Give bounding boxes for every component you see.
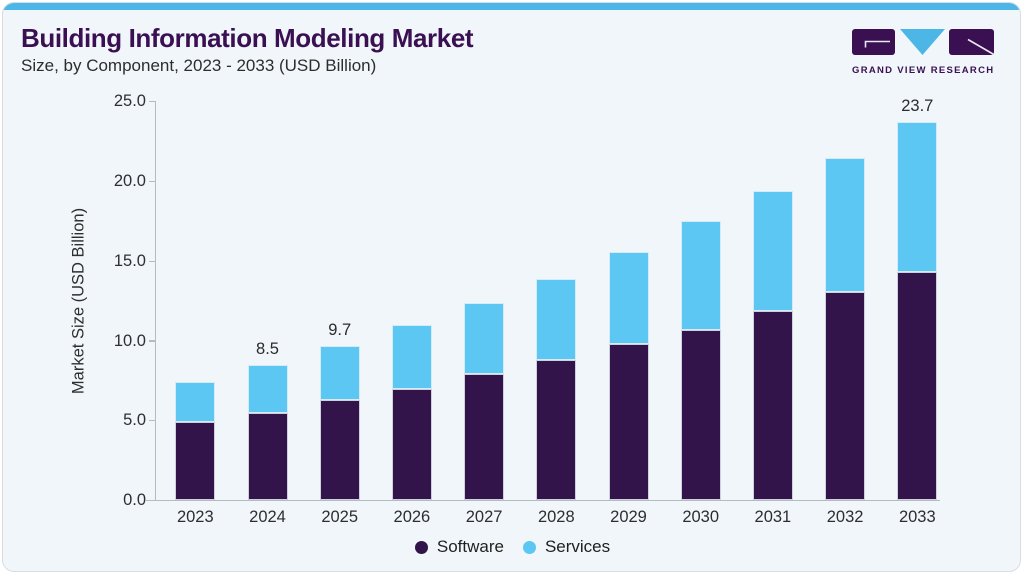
- bar-services-2033: [897, 122, 938, 273]
- bar-software-2031: [752, 310, 793, 501]
- bar-services-2032: [825, 157, 866, 292]
- value-label-2024: 8.5: [256, 339, 279, 358]
- y-tick-label: 15.0: [113, 251, 146, 270]
- y-tick-label: 20.0: [113, 172, 146, 190]
- card-top-accent-bar: [3, 3, 1020, 10]
- gvr-logo-text: GRAND VIEW RESEARCH: [852, 65, 995, 76]
- value-label-2033: 23.7: [901, 97, 934, 116]
- legend-item-services: Services: [522, 537, 611, 557]
- legend-label-software: Software: [436, 537, 504, 556]
- bar-services-2023: [175, 382, 216, 423]
- bar-software-2030: [680, 329, 721, 501]
- bar-software-2024: [247, 412, 288, 501]
- x-tick-label-2027: 2027: [465, 507, 503, 526]
- legend-swatch-software: [414, 540, 428, 554]
- x-axis-line: [146, 499, 940, 502]
- x-tick-label-2029: 2029: [610, 507, 647, 526]
- bar-software-2029: [608, 344, 649, 501]
- bar-software-2025: [319, 400, 360, 501]
- bar-software-2023: [175, 422, 216, 501]
- bar-software-2033: [897, 272, 938, 501]
- y-tick-label: 0.0: [123, 491, 146, 509]
- x-tick-label-2028: 2028: [537, 507, 575, 526]
- gvr-logo: GRAND VIEW RESEARCH: [852, 28, 994, 76]
- y-tick-label: 10.0: [113, 331, 146, 350]
- y-tick-mark: [148, 420, 156, 422]
- bar-software-2028: [536, 360, 577, 501]
- y-axis-title: Market Size (USD Billion): [69, 207, 88, 395]
- bar-software-2026: [391, 388, 432, 501]
- page-subtitle: Size, by Component, 2023 - 2033 (USD Bil…: [21, 56, 377, 75]
- x-tick-label-2023: 2023: [176, 507, 214, 526]
- legend: Software Services: [0, 537, 1025, 557]
- y-tick-mark: [148, 260, 156, 262]
- x-tick-label-2025: 2025: [321, 507, 359, 526]
- y-tick-label: 25.0: [113, 92, 146, 111]
- y-tick-mark: [148, 340, 156, 342]
- y-tick-mark: [148, 499, 156, 502]
- legend-item-software: Software: [414, 537, 504, 557]
- x-tick-label-2030: 2030: [682, 507, 720, 526]
- value-label-2025: 9.7: [328, 320, 352, 339]
- x-tick-label-2032: 2032: [826, 507, 864, 526]
- bar-services-2031: [752, 191, 793, 311]
- legend-label-services: Services: [544, 537, 611, 556]
- x-tick-label-2031: 2031: [754, 507, 792, 526]
- bar-services-2026: [391, 325, 432, 389]
- y-tick-label: 5.0: [123, 411, 146, 430]
- bar-software-2027: [464, 374, 505, 501]
- x-tick-label-2024: 2024: [249, 507, 286, 526]
- page-title: Building Information Modeling Market: [21, 23, 474, 53]
- y-tick-mark: [148, 101, 156, 103]
- bar-services-2029: [608, 251, 649, 345]
- bar-services-2028: [536, 278, 577, 361]
- bar-software-2032: [825, 291, 866, 501]
- legend-swatch-services: [522, 540, 536, 554]
- bar-services-2030: [680, 221, 721, 330]
- gvr-logo-icon: [852, 29, 994, 55]
- chart-header: Building Information Modeling Market Siz…: [21, 23, 474, 77]
- y-axis-line: [154, 101, 157, 501]
- x-tick-label-2033: 2033: [898, 507, 936, 526]
- y-tick-mark: [148, 180, 156, 183]
- bar-services-2025: [319, 345, 360, 400]
- bar-services-2024: [247, 364, 288, 413]
- bar-services-2027: [464, 302, 505, 375]
- x-tick-label-2026: 2026: [393, 507, 431, 526]
